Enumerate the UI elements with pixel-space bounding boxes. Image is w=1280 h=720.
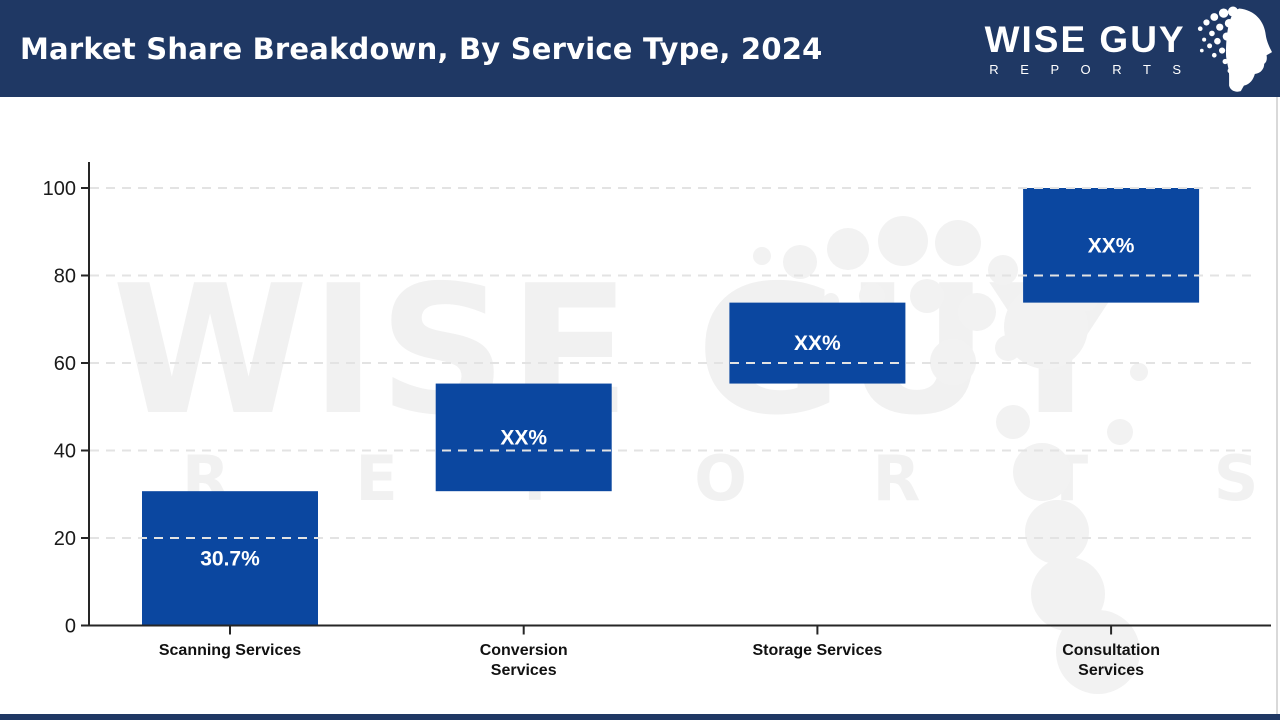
- y-tick-label: 40: [54, 441, 76, 463]
- y-tick-label: 20: [54, 528, 76, 550]
- x-category-label: Scanning Services: [159, 642, 301, 659]
- x-category-label: Storage Services: [752, 642, 882, 659]
- logo-subtext: R E P O R T S: [989, 61, 1190, 77]
- brand-logo-text: WISE GUY R E P O R T S: [980, 21, 1190, 77]
- bar-segment: [1023, 188, 1200, 303]
- y-tick-label: 0: [65, 616, 76, 638]
- x-category-label: Consultation Services: [1062, 642, 1160, 679]
- bar-value-label: 30.7%: [200, 547, 260, 570]
- brand-logo: WISE GUY R E P O R T S: [980, 5, 1272, 93]
- bar-segment: [729, 302, 906, 384]
- bar-value-label: XX%: [794, 332, 841, 355]
- y-tick-label: 80: [54, 266, 76, 288]
- bar-segment: [435, 383, 612, 492]
- bar-value-label: XX%: [1088, 234, 1135, 257]
- footer-stripe: [0, 714, 1280, 720]
- bar-segment: [142, 491, 318, 626]
- y-tick-label: 100: [43, 178, 76, 200]
- y-tick-label: 60: [54, 353, 76, 375]
- logo-head-icon: [1197, 5, 1272, 92]
- bar-value-label: XX%: [500, 426, 547, 449]
- page-title: Market Share Breakdown, By Service Type,…: [20, 31, 823, 66]
- header-bar: Market Share Breakdown, By Service Type,…: [0, 0, 1280, 97]
- x-category-label: Conversion Services: [480, 642, 568, 679]
- logo-wordmark: WISE GUY: [984, 18, 1186, 60]
